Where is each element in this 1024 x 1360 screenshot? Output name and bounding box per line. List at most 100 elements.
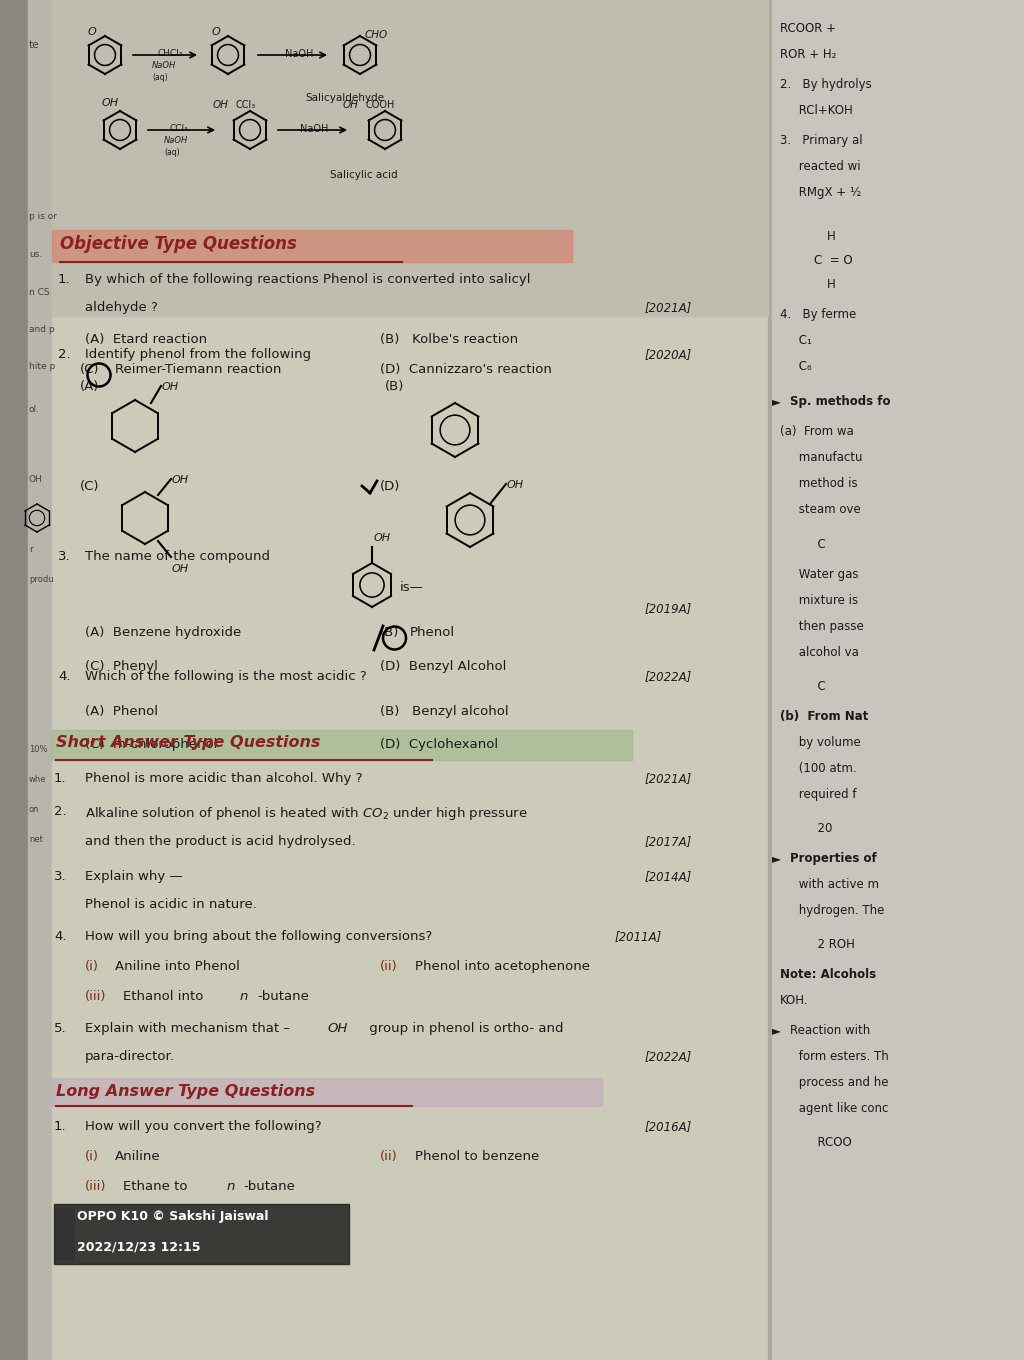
Bar [52,0,772,1360]
Text: ROR + H₂: ROR + H₂ [780,48,837,61]
Text: ►: ► [772,851,781,865]
Text: O: O [212,27,221,37]
Text: [2014A]: [2014A] [645,870,692,883]
Text: KOH.: KOH. [780,994,809,1006]
Text: (B)   Benzyl alcohol: (B) Benzyl alcohol [380,704,509,718]
Text: OH: OH [212,101,228,110]
Text: on: on [29,805,40,815]
Text: Explain why —: Explain why — [85,870,182,883]
Bar [772,0,1024,1360]
Text: C  = O: C = O [814,254,853,267]
Text: Phenol to benzene: Phenol to benzene [415,1151,540,1163]
Bar [54,1204,349,1263]
Text: -butane: -butane [243,1180,295,1193]
Text: (C)  m-chlorophenol: (C) m-chlorophenol [85,738,217,751]
Bar [52,0,768,316]
Text: and p: and p [29,325,54,335]
Text: OH: OH [342,101,358,110]
Text: RCOO: RCOO [780,1136,852,1149]
Bar [0,0,28,1360]
Text: RMgX + ½: RMgX + ½ [780,186,861,199]
Text: How will you convert the following?: How will you convert the following? [85,1121,322,1133]
Text: ol.: ol. [29,405,40,413]
Text: NaOH: NaOH [152,61,176,69]
Bar [28,0,52,1360]
Text: Short Answer Type Questions: Short Answer Type Questions [56,734,321,749]
Text: Phenol is more acidic than alcohol. Why ?: Phenol is more acidic than alcohol. Why … [85,772,362,785]
Text: steam ove: steam ove [780,503,861,515]
Text: (C): (C) [80,363,99,375]
Text: [2016A]: [2016A] [645,1121,692,1133]
Text: [2022A]: [2022A] [645,670,692,683]
Text: C: C [780,539,825,551]
Text: Phenol into acetophenone: Phenol into acetophenone [415,960,590,972]
Text: n CS: n CS [29,288,49,296]
Text: [2011A]: [2011A] [615,930,663,942]
Text: C₁: C₁ [780,335,812,347]
Text: whe: whe [29,775,46,783]
Text: [2021A]: [2021A] [645,301,692,314]
Text: produ: produ [29,575,53,583]
Text: (b)  From Nat: (b) From Nat [780,710,868,724]
Text: OH: OH [172,564,189,574]
Text: O: O [88,27,96,37]
Text: CHO: CHO [365,30,388,39]
Text: OPPO K10 © Sakshi Jaiswal: OPPO K10 © Sakshi Jaiswal [77,1210,268,1223]
Text: (100 atm.: (100 atm. [780,762,857,775]
Text: (ii): (ii) [380,1151,397,1163]
Text: 20: 20 [780,821,833,835]
Text: C: C [780,680,825,694]
Text: hydrogen. The: hydrogen. The [780,904,885,917]
Text: Which of the following is the most acidic ?: Which of the following is the most acidi… [85,670,367,683]
Text: How will you bring about the following conversions?: How will you bring about the following c… [85,930,432,942]
Text: 1.: 1. [54,1121,67,1133]
Text: agent like conc: agent like conc [780,1102,889,1115]
Text: Identify phenol from the following: Identify phenol from the following [85,348,311,360]
Text: is—: is— [400,581,424,594]
Text: then passe: then passe [780,620,864,632]
Text: Reimer-Tiemann reaction: Reimer-Tiemann reaction [115,363,282,375]
Text: OH: OH [327,1021,347,1035]
Text: by volume: by volume [780,736,861,749]
Text: Properties of: Properties of [790,851,877,865]
Text: (B)   Kolbe's reaction: (B) Kolbe's reaction [380,333,518,345]
Text: (aq): (aq) [152,73,168,82]
Text: OH: OH [172,475,189,486]
Text: OH: OH [507,480,524,490]
Text: 4.   By ferme: 4. By ferme [780,307,856,321]
Text: Alkaline solution of phenol is heated with $CO_2$ under high pressure: Alkaline solution of phenol is heated wi… [85,805,527,821]
Text: Explain with mechanism that –: Explain with mechanism that – [85,1021,294,1035]
Text: COOH: COOH [365,101,394,110]
Text: [2022A]: [2022A] [645,1050,692,1064]
Text: (i): (i) [85,1151,99,1163]
Text: (A)  Benzene hydroxide: (A) Benzene hydroxide [85,626,242,639]
Text: Phenol: Phenol [410,626,455,639]
Text: method is: method is [780,477,858,490]
Text: C₆: C₆ [780,360,812,373]
Text: n: n [227,1180,236,1193]
Text: OH: OH [102,98,119,107]
Text: By which of the following reactions Phenol is converted into salicyl: By which of the following reactions Phen… [85,273,530,286]
Text: 2022/12/23 12:15: 2022/12/23 12:15 [77,1240,201,1253]
Text: (A)  Etard reaction: (A) Etard reaction [85,333,207,345]
Text: [2017A]: [2017A] [645,835,692,849]
Text: group in phenol is ortho- and: group in phenol is ortho- and [365,1021,563,1035]
Text: (aq): (aq) [164,148,179,156]
Text: H: H [827,277,836,291]
Text: alcohol va: alcohol va [780,646,859,660]
Text: mixture is: mixture is [780,594,858,607]
Bar [52,1078,602,1106]
Text: (B): (B) [380,626,399,639]
Text: with active m: with active m [780,879,879,891]
Text: Salicyaldehyde: Salicyaldehyde [305,92,384,103]
Text: n: n [240,990,249,1004]
Text: 2.: 2. [58,348,71,360]
Text: OH: OH [162,382,179,392]
Text: 4.: 4. [58,670,71,683]
Text: 3.: 3. [58,549,71,563]
Text: Long Answer Type Questions: Long Answer Type Questions [56,1084,315,1099]
Text: Ethanol into: Ethanol into [123,990,208,1004]
Text: -butane: -butane [257,990,309,1004]
Text: 1.: 1. [58,273,71,286]
Text: Phenol is acidic in nature.: Phenol is acidic in nature. [85,898,257,911]
